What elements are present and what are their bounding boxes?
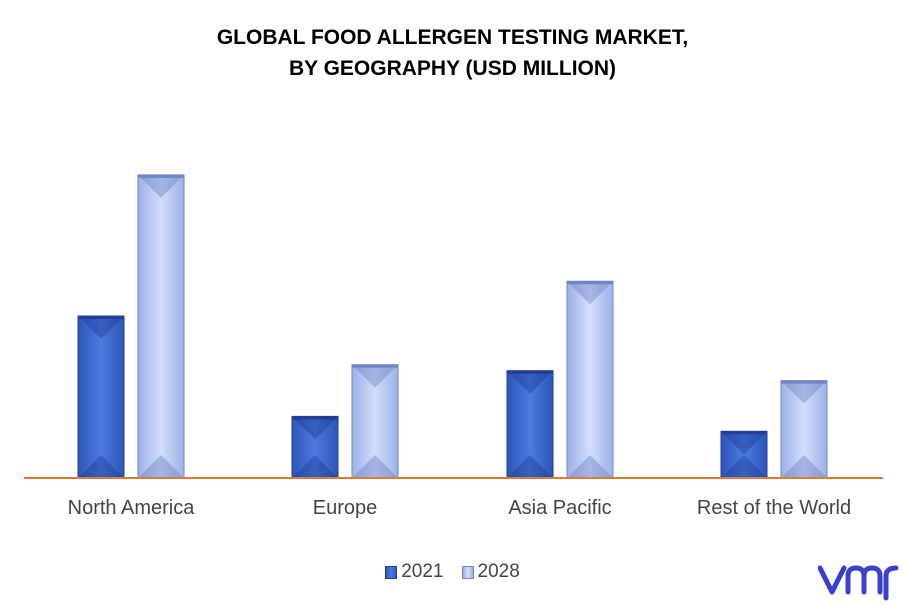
bar-2021-rest-of-the-world <box>720 430 768 479</box>
bar-2021-asia-pacific <box>506 370 554 479</box>
x-tick-label: Rest of the World <box>697 497 851 519</box>
bar-2028-europe <box>351 364 399 479</box>
vmr-logo <box>818 565 899 601</box>
legend-label-2021: 2021 <box>401 561 444 582</box>
x-tick-label: Asia Pacific <box>508 497 611 519</box>
chart-title-line1: GLOBAL FOOD ALLERGEN TESTING MARKET, <box>216 26 689 49</box>
x-tick-labels: North America Europe Asia Pacific Rest of t… <box>68 497 851 519</box>
chart-title-line2: BY GEOGRAPHY (USD MILLION) <box>288 57 617 80</box>
legend-swatch-2021 <box>385 565 398 579</box>
bar-2021-north-america <box>77 315 125 479</box>
legend: 2021 2028 <box>0 561 905 583</box>
chart-title: GLOBAL FOOD ALLERGEN TESTING MARKET, BY … <box>0 22 905 84</box>
legend-entry-2021: 2021 <box>385 561 444 583</box>
bar-2028-north-america <box>137 174 185 479</box>
legend-label-2028: 2028 <box>477 561 520 582</box>
bar-2028-rest-of-the-world <box>780 380 828 479</box>
legend-swatch-2028 <box>461 565 474 579</box>
x-tick-label: Europe <box>313 497 378 519</box>
bar-2028-asia-pacific <box>566 280 614 479</box>
bars-layer <box>77 174 828 479</box>
bar-2021-europe <box>291 415 339 479</box>
legend-entry-2028: 2028 <box>461 561 520 583</box>
x-tick-label: North America <box>68 497 196 519</box>
